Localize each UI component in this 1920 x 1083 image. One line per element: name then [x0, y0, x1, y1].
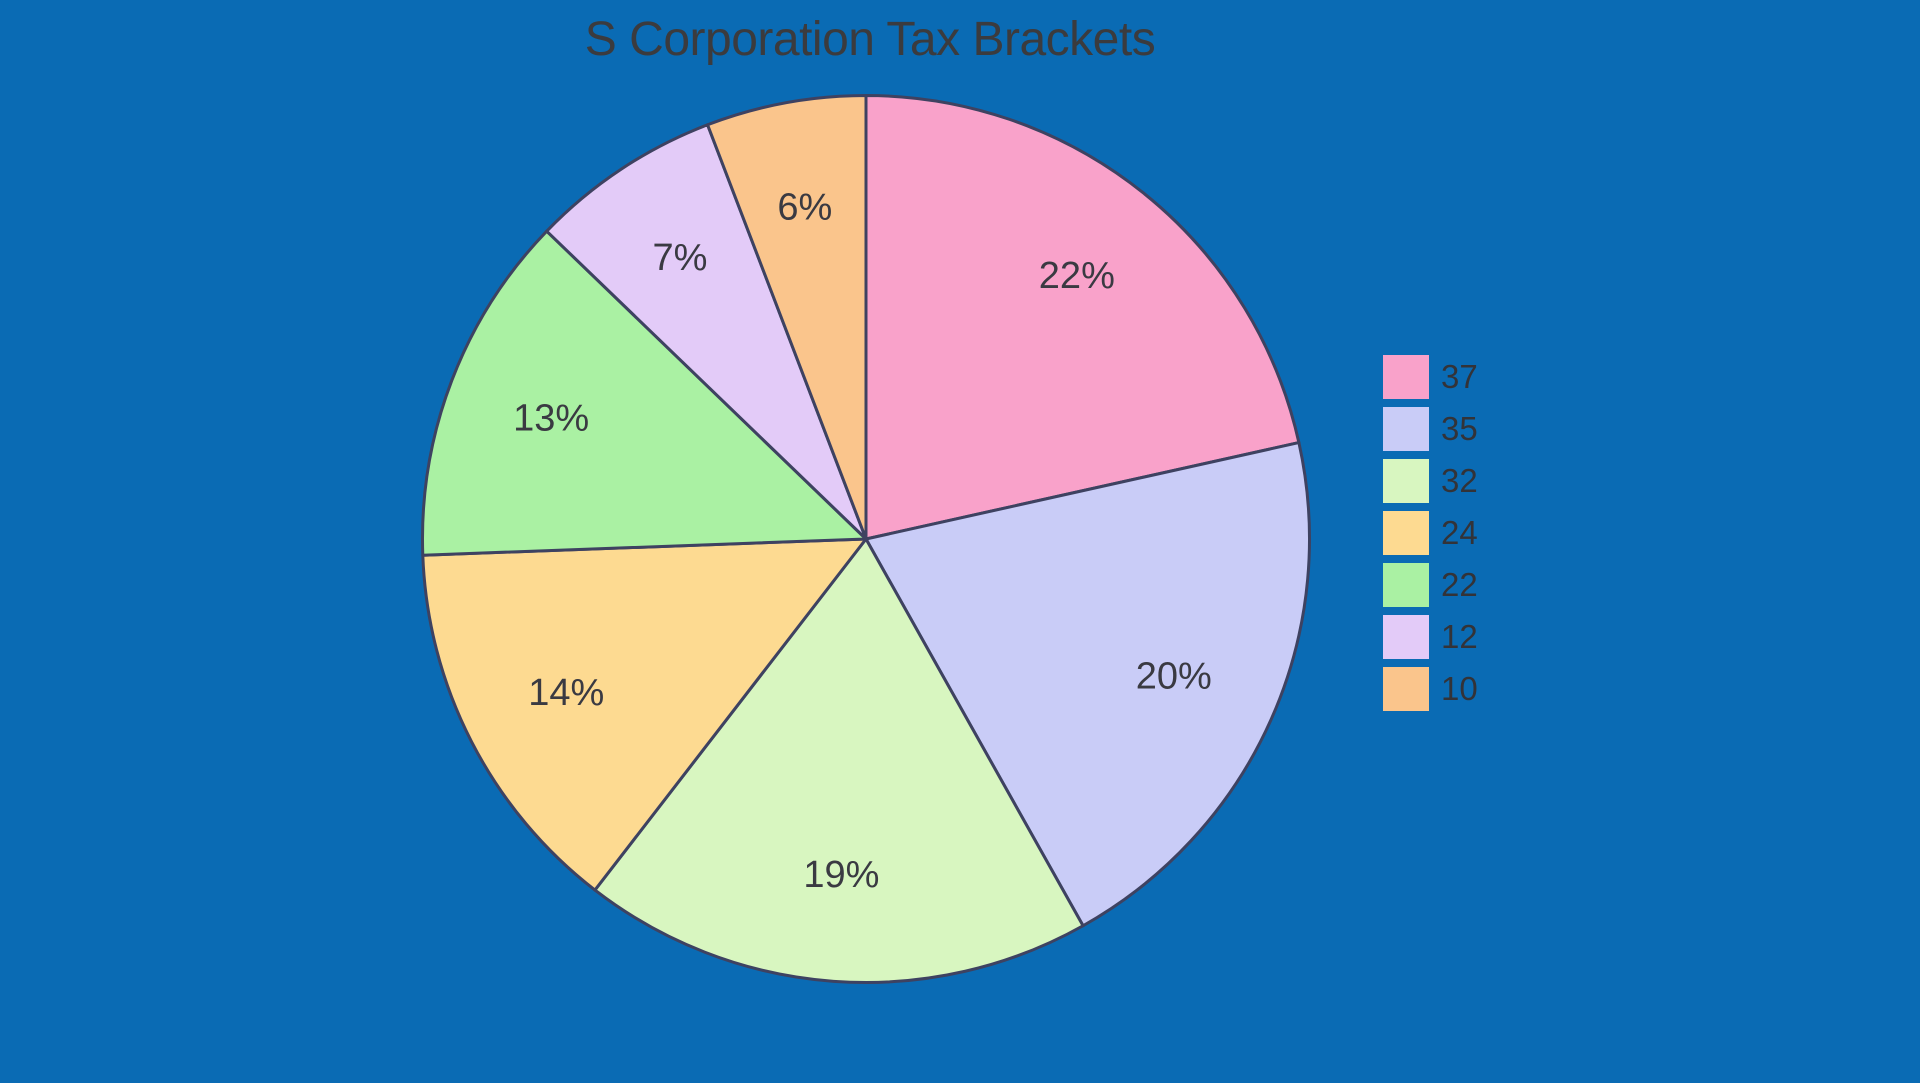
legend-item-32[interactable]: 32	[1383, 459, 1478, 503]
legend-item-22[interactable]: 22	[1383, 563, 1478, 607]
pie-slice-22[interactable]	[421, 229, 868, 557]
legend-label: 12	[1441, 618, 1478, 655]
pie-slice-35[interactable]	[864, 441, 1311, 928]
legend-swatch	[1383, 355, 1429, 399]
legend-swatch	[1383, 667, 1429, 711]
legend: 37 35 32 24 22 12 10	[1383, 355, 1478, 711]
pie-slice-24[interactable]	[421, 537, 868, 892]
pie-slice-12[interactable]	[545, 123, 868, 541]
legend-swatch	[1383, 511, 1429, 555]
chart-title: S Corporation Tax Brackets	[584, 13, 1156, 66]
pie-slice-37[interactable]	[864, 94, 1301, 541]
slice-percent-label: 22%	[1039, 255, 1115, 297]
legend-label: 35	[1441, 410, 1478, 447]
slice-percent-label: 13%	[513, 398, 589, 440]
slice-percent-label: 14%	[528, 672, 604, 714]
slice-percent-label: 7%	[653, 237, 708, 279]
pie-slice-32[interactable]	[593, 537, 1085, 984]
legend-item-37[interactable]: 37	[1383, 355, 1478, 399]
legend-label: 32	[1441, 462, 1478, 499]
legend-swatch	[1383, 407, 1429, 451]
slice-percent-label: 6%	[777, 187, 832, 229]
pie-slice-10[interactable]	[706, 94, 868, 541]
slice-percent-label: 19%	[803, 854, 879, 896]
legend-swatch	[1383, 459, 1429, 503]
legend-item-10[interactable]: 10	[1383, 667, 1478, 711]
legend-item-24[interactable]: 24	[1383, 511, 1478, 555]
legend-label: 10	[1441, 670, 1478, 707]
legend-label: 22	[1441, 566, 1478, 603]
legend-swatch	[1383, 563, 1429, 607]
legend-item-12[interactable]: 12	[1383, 615, 1478, 659]
legend-swatch	[1383, 615, 1429, 659]
legend-label: 24	[1441, 514, 1478, 551]
legend-item-35[interactable]: 35	[1383, 407, 1478, 451]
legend-label: 37	[1441, 358, 1478, 395]
slice-percent-label: 20%	[1136, 655, 1212, 697]
